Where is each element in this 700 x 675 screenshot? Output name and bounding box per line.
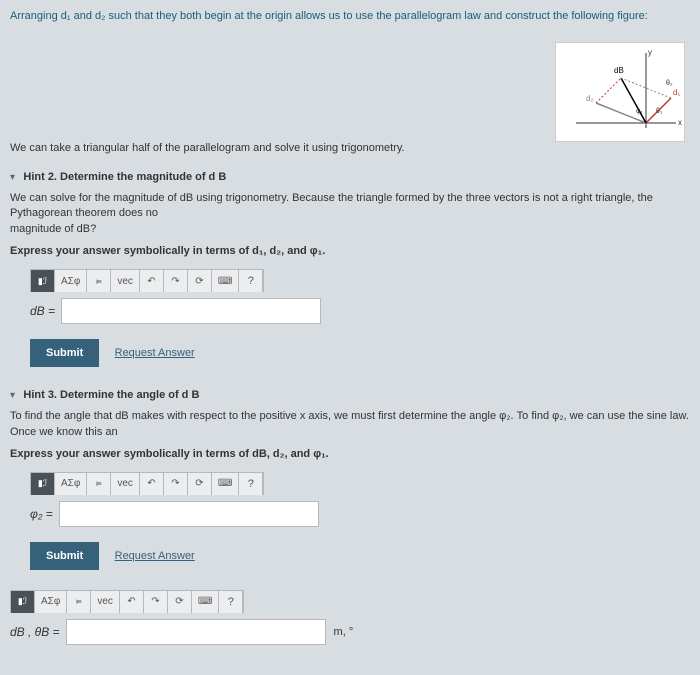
hint2-title: Hint 2. Determine the magnitude of d B	[23, 171, 226, 183]
help-icon[interactable]: ?	[219, 591, 243, 613]
svg-text:d₂: d₂	[586, 94, 594, 103]
hint2-submit-button[interactable]: Submit	[30, 339, 99, 367]
hint2-var-label: dB =	[30, 304, 55, 318]
undo-icon[interactable]: ↶	[140, 270, 164, 292]
final-answer-box: ▮ℐ ΑΣφ ⫢ vec ↶ ↷ ⟳ ⌨ ? dB , θB = m, °	[10, 590, 690, 645]
sigma-button[interactable]: ΑΣφ	[35, 591, 67, 613]
sigma-button[interactable]: ΑΣφ	[55, 270, 87, 292]
undo-icon[interactable]: ↶	[120, 591, 144, 613]
vec-button[interactable]: vec	[111, 270, 140, 292]
svg-text:θ₁: θ₁	[656, 108, 663, 115]
hint3-toolbar: ▮ℐ ΑΣφ ⫢ vec ↶ ↷ ⟳ ⌨ ?	[30, 472, 264, 495]
hint2-section: ▾ Hint 2. Determine the magnitude of d B…	[10, 169, 690, 367]
redo-icon[interactable]: ↷	[144, 591, 168, 613]
svg-text:φ₁: φ₁	[636, 108, 644, 115]
hint3-answer-box: ▮ℐ ΑΣφ ⫢ vec ↶ ↷ ⟳ ⌨ ? φ₂ =	[30, 472, 690, 527]
hint2-toggle-icon[interactable]: ▾	[10, 172, 15, 183]
svg-text:θ₂: θ₂	[666, 80, 673, 87]
svg-text:x: x	[678, 118, 682, 127]
hint3-answer-input[interactable]	[59, 501, 319, 527]
sigma-button[interactable]: ΑΣφ	[55, 473, 87, 495]
final-section: ▮ℐ ΑΣφ ⫢ vec ↶ ↷ ⟳ ⌨ ? dB , θB = m, °	[10, 590, 690, 645]
fraction-button[interactable]: ⫢	[87, 473, 111, 495]
templates-icon[interactable]: ▮ℐ	[31, 270, 55, 292]
vec-button[interactable]: vec	[111, 473, 140, 495]
hint2-express: Express your answer symbolically in term…	[10, 245, 690, 257]
redo-icon[interactable]: ↷	[164, 473, 188, 495]
reset-icon[interactable]: ⟳	[188, 270, 212, 292]
hint3-toggle-icon[interactable]: ▾	[10, 390, 15, 401]
keyboard-icon[interactable]: ⌨	[212, 473, 239, 495]
final-answer-input[interactable]	[66, 619, 326, 645]
redo-icon[interactable]: ↷	[164, 270, 188, 292]
help-icon[interactable]: ?	[239, 270, 263, 292]
keyboard-icon[interactable]: ⌨	[212, 270, 239, 292]
hint2-answer-input[interactable]	[61, 298, 321, 324]
hint3-body: To find the angle that dB makes with res…	[10, 409, 690, 440]
hint3-request-link[interactable]: Request Answer	[115, 550, 195, 562]
reset-icon[interactable]: ⟳	[168, 591, 192, 613]
vec-button[interactable]: vec	[91, 591, 120, 613]
intro-text: Arranging d₁ and d₂ such that they both …	[10, 10, 690, 22]
svg-text:dB: dB	[614, 66, 624, 75]
hint2-body: We can solve for the magnitude of dB usi…	[10, 191, 690, 237]
final-unit-label: m, °	[334, 626, 354, 638]
help-icon[interactable]: ?	[239, 473, 263, 495]
final-var-label: dB , θB =	[10, 625, 60, 639]
fraction-button[interactable]: ⫢	[87, 270, 111, 292]
hint3-express: Express your answer symbolically in term…	[10, 448, 690, 460]
final-toolbar: ▮ℐ ΑΣφ ⫢ vec ↶ ↷ ⟳ ⌨ ?	[10, 590, 244, 613]
parallelogram-diagram: y x d₁ d₂ dB θ₁ θ₂ φ₁	[555, 42, 685, 142]
hint3-title: Hint 3. Determine the angle of d B	[23, 389, 199, 401]
svg-text:d₁: d₁	[673, 88, 680, 97]
fraction-button[interactable]: ⫢	[67, 591, 91, 613]
undo-icon[interactable]: ↶	[140, 473, 164, 495]
hint3-submit-button[interactable]: Submit	[30, 542, 99, 570]
hint2-toolbar: ▮ℐ ΑΣφ ⫢ vec ↶ ↷ ⟳ ⌨ ?	[30, 269, 264, 292]
hint2-request-link[interactable]: Request Answer	[115, 347, 195, 359]
hint3-section: ▾ Hint 3. Determine the angle of d B To …	[10, 387, 690, 570]
hint3-var-label: φ₂ =	[30, 507, 53, 521]
keyboard-icon[interactable]: ⌨	[192, 591, 219, 613]
reset-icon[interactable]: ⟳	[188, 473, 212, 495]
templates-icon[interactable]: ▮ℐ	[11, 591, 35, 613]
hint2-answer-box: ▮ℐ ΑΣφ ⫢ vec ↶ ↷ ⟳ ⌨ ? dB =	[30, 269, 690, 324]
templates-icon[interactable]: ▮ℐ	[31, 473, 55, 495]
explanation-text: We can take a triangular half of the par…	[10, 142, 690, 154]
svg-text:y: y	[648, 48, 652, 57]
